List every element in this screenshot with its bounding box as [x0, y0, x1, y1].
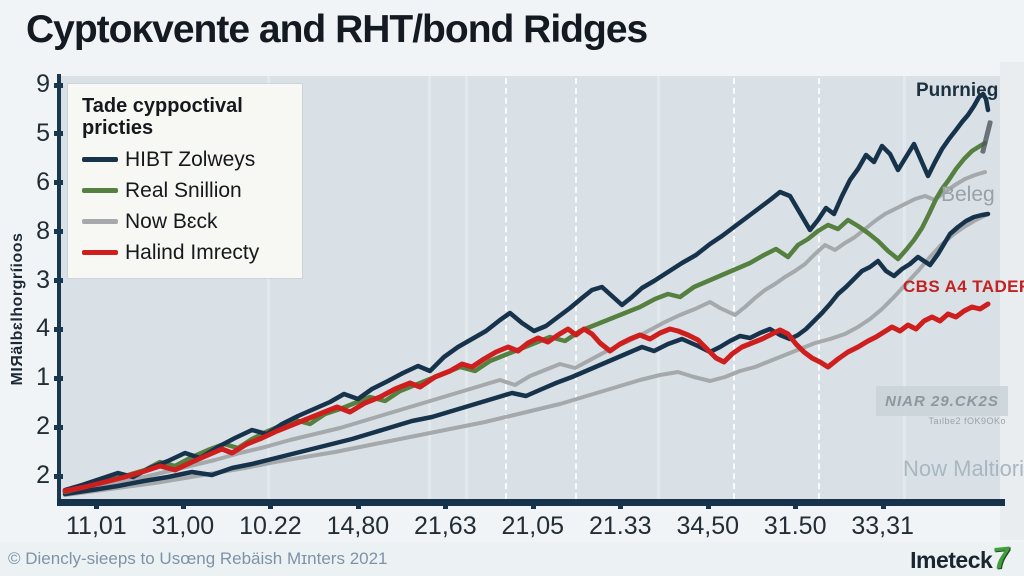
dashed-gridline [733, 78, 735, 499]
band-separator [465, 76, 468, 499]
legend-item: HIBT Zolweys [82, 148, 288, 172]
y-tick-label: 9 [36, 70, 63, 99]
x-tick-label: 31,00 [151, 499, 215, 540]
x-tick-label: 31.50 [763, 499, 827, 540]
footer-bar: © Diencly-sieeps to Usœng Rebäish Mɪnter… [0, 541, 1024, 576]
y-tick-label: 8 [36, 217, 63, 246]
y-axis-tick-labels: 9 5 6 8 3 4 1 2 2 [20, 70, 63, 490]
x-tick-label: 21,63 [414, 499, 477, 540]
dashed-gridline [818, 78, 820, 499]
right-margin-band [1000, 62, 1024, 540]
x-tick-label: 33,31 [851, 499, 914, 540]
legend-item: Halind Imrecty [82, 241, 288, 265]
x-tick-label: 34,50 [676, 499, 739, 540]
x-tick-label: 21,05 [501, 499, 565, 540]
page-title: Cyptoĸvente and RHT/bond Ridges [26, 8, 648, 51]
y-axis-spine [57, 74, 61, 502]
dashed-gridline [505, 78, 507, 499]
niar-box-subtext: Taılbe2 fOK9OKo [928, 416, 1006, 426]
x-axis-tick-labels: 11,01 31,00 10.22 14,80 21,63 21,05 21.33 34,50… [66, 499, 914, 541]
x-tick-label: 14,80 [326, 499, 390, 540]
y-tick-label: 2 [36, 461, 63, 490]
legend-line-swatch [82, 188, 118, 194]
legend-item-label: Halind Imrecty [125, 240, 260, 264]
y-tick-label: 4 [36, 314, 63, 343]
legend-line-swatch [82, 219, 118, 225]
y-tick-label: 1 [36, 363, 63, 392]
dashed-gridline [575, 78, 577, 499]
annotation-now-maltiori: Now Maltiori [903, 456, 1024, 481]
legend-line-swatch [82, 250, 118, 256]
legend-item-label: HIBT Zolweys [125, 147, 256, 171]
brand-arrow-icon: 7 [991, 541, 1012, 576]
x-tick-label: 21.33 [588, 499, 652, 540]
chart-legend: Tade cyppoctival pricties HIBT Zolweys Re… [68, 84, 302, 278]
annotation-punrnieg: Punrnieg [916, 80, 999, 101]
legend-item: Now Bɛck [82, 210, 288, 234]
band-separator [428, 76, 431, 499]
niar-box-label: NIAR 29.CK2S [885, 392, 999, 410]
y-tick-label: 6 [36, 168, 63, 197]
brand-logo: Imeteck 7 [910, 541, 1012, 576]
y-tick-label: 2 [36, 412, 63, 441]
annotation-niar-box: NIAR 29.CK2S Taılbe2 fOK9OKo [876, 386, 1008, 426]
y-tick-label: 5 [36, 119, 63, 148]
legend-items: HIBT Zolweys Real Snillion Now Bɛck Halind … [82, 148, 288, 265]
x-tick-label: 10.22 [239, 499, 302, 540]
legend-item-label: Real Snillion [125, 178, 242, 202]
legend-title: Tade cyppoctival pricties [82, 95, 243, 140]
annotation-beleg: Beleg [941, 183, 995, 206]
y-tick-label: 3 [36, 266, 63, 295]
x-tick-label: 11,01 [66, 499, 127, 540]
y-axis-title: MIЯälbɛlhorgríioos [9, 232, 26, 386]
footer-attribution: © Diencly-sieeps to Usœng Rebäish Mɪnter… [8, 549, 388, 568]
legend-item-label: Now Bɛck [125, 209, 218, 233]
legend-line-swatch [82, 157, 118, 163]
annotation-cbs-a4-tader: CBS A4 TADER [903, 277, 1024, 296]
brand-name: Imeteck [910, 547, 993, 573]
band-separator [657, 76, 660, 499]
legend-item: Real Snillion [82, 179, 288, 203]
